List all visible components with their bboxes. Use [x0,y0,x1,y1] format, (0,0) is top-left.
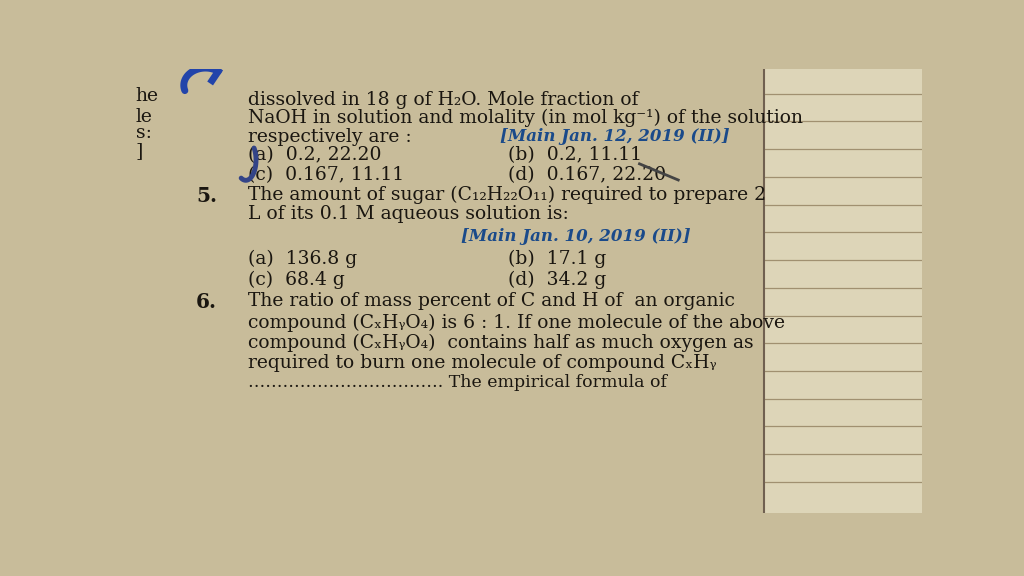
Text: NaOH in solution and molality (in mol kg⁻¹) of the solution: NaOH in solution and molality (in mol kg… [248,109,803,127]
Text: (a)  0.2, 22.20: (a) 0.2, 22.20 [248,146,382,164]
Text: (d)  0.167, 22.20: (d) 0.167, 22.20 [508,166,666,184]
Text: [Main Jan. 10, 2019 (II)]: [Main Jan. 10, 2019 (II)] [461,228,691,245]
Text: (a)  136.8 g: (a) 136.8 g [248,249,357,267]
Text: compound (CₓHᵧO₄)  contains half as much oxygen as: compound (CₓHᵧO₄) contains half as much … [248,334,754,353]
Text: 5.: 5. [197,186,217,206]
Text: (b)  0.2, 11.11: (b) 0.2, 11.11 [508,146,642,164]
Text: s:: s: [136,124,152,142]
Text: (c)  0.167, 11.11: (c) 0.167, 11.11 [248,166,404,184]
Text: (b)  17.1 g: (b) 17.1 g [508,249,606,267]
Text: ……………………………. The empirical formula of: ……………………………. The empirical formula of [248,374,667,391]
Text: dissolved in 18 g of H₂O. Mole fraction of: dissolved in 18 g of H₂O. Mole fraction … [248,90,639,109]
Bar [764,69,922,513]
Text: ]: ] [136,142,143,160]
Text: The ratio of mass percent of C and H of  an organic: The ratio of mass percent of C and H of … [248,293,735,310]
Text: The amount of sugar (C₁₂H₂₂O₁₁) required to prepare 2: The amount of sugar (C₁₂H₂₂O₁₁) required… [248,186,766,204]
Text: he: he [136,87,159,105]
Text: 6.: 6. [197,293,217,312]
Text: (c)  68.4 g: (c) 68.4 g [248,271,345,289]
Text: L of its 0.1 M aqueous solution is:: L of its 0.1 M aqueous solution is: [248,204,569,223]
Text: respectively are :: respectively are : [248,128,412,146]
Text: (d)  34.2 g: (d) 34.2 g [508,271,606,289]
Text: le: le [136,108,153,126]
Text: [Main Jan. 12, 2019 (II)]: [Main Jan. 12, 2019 (II)] [500,128,730,145]
Text: compound (CₓHᵧO₄) is 6 : 1. If one molecule of the above: compound (CₓHᵧO₄) is 6 : 1. If one molec… [248,314,785,332]
Text: required to burn one molecule of compound CₓHᵧ: required to burn one molecule of compoun… [248,354,717,372]
